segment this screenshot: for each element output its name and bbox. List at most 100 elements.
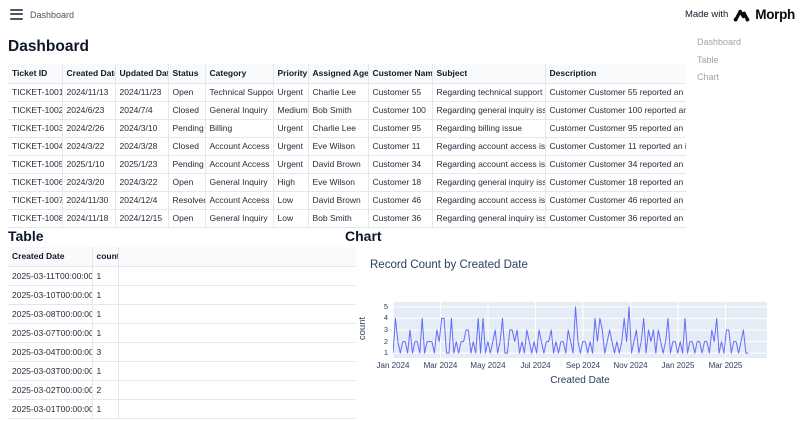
morph-logo-icon	[733, 7, 750, 22]
table-cell: 2025-03-07T00:00:00	[8, 323, 93, 343]
column-header: Customer Name	[368, 64, 433, 84]
column-header: Priority	[273, 64, 309, 84]
table-cell: Customer 18	[368, 173, 433, 192]
column-header: Created Date	[62, 64, 116, 84]
table-cell: Customer Customer 36 reported an issue	[545, 209, 686, 228]
y-tick-label: 2	[383, 336, 388, 346]
x-tick-label: Sep 2024	[565, 361, 601, 370]
table-cell: 2024/7/4	[115, 101, 169, 120]
plot-area[interactable]	[393, 302, 767, 358]
table-cell: 2025-03-03T00:00:00	[8, 361, 93, 381]
y-tick-label: 3	[383, 325, 388, 334]
table-cell: 2024/6/23	[62, 101, 116, 120]
table-cell: Eve Wilson	[308, 173, 369, 192]
table-cell: Customer Customer 95 reported an issue	[545, 119, 686, 138]
table-cell: 1	[92, 266, 119, 286]
table-cell: Customer 55	[368, 83, 433, 102]
x-axis-ticks: Jan 2024 Mar 2024 May 2024 Jul 2024 Sep 2024…	[377, 361, 767, 371]
table-cell: Urgent	[273, 155, 309, 174]
table-row: 2025-03-04T00:00:00 3	[8, 342, 356, 362]
table-cell: Account Access	[205, 137, 274, 156]
breadcrumb[interactable]: Dashboard	[30, 10, 75, 20]
counts-table: Created Date count 2025-03-11T00:00:00 1 20…	[8, 247, 356, 419]
x-tick-label: Mar 2025	[708, 361, 743, 370]
table-row: 2025-03-01T00:00:00 1	[8, 399, 356, 419]
made-with-label: Made with	[684, 9, 729, 20]
table-cell: 1	[92, 399, 119, 419]
column-header: Ticket ID	[8, 64, 63, 84]
table-cell: Regarding general inquiry issue	[432, 173, 546, 192]
table-cell: Urgent	[273, 83, 309, 102]
table-cell: Closed	[168, 137, 206, 156]
x-tick-label: Jul 2024	[520, 361, 551, 370]
sidenav-item-chart[interactable]: Chart	[697, 72, 720, 82]
table-row: TICKET-1005 2025/1/10 2025/1/23 Pending Acco…	[8, 155, 686, 174]
table-row: TICKET-1002 2024/6/23 2024/7/4 Closed Genera…	[8, 101, 686, 120]
column-header: Category	[205, 64, 274, 84]
table-cell: Open	[168, 83, 206, 102]
table-cell: Customer 11	[368, 137, 433, 156]
y-axis-title: count	[357, 316, 369, 341]
table-cell: TICKET-1002	[8, 101, 63, 120]
table-row: TICKET-1008 2024/11/18 2024/12/15 Open Gener…	[8, 209, 686, 228]
table-cell: TICKET-1003	[8, 119, 63, 138]
table-row: TICKET-1006 2024/3/20 2024/3/22 Open General…	[8, 173, 686, 192]
table-cell: Pending	[168, 155, 206, 174]
chart-section-heading: Chart	[345, 228, 382, 244]
table-cell: TICKET-1007	[8, 191, 63, 210]
table-cell: 1	[92, 304, 119, 324]
table-cell: Eve Wilson	[308, 137, 369, 156]
table-cell: 2024/12/15	[115, 209, 169, 228]
table-cell: Charlie Lee	[308, 119, 369, 138]
table-cell: Closed	[168, 101, 206, 120]
table-cell: TICKET-1001	[8, 83, 63, 102]
table-cell: General Inquiry	[205, 101, 274, 120]
table-cell: Customer Customer 55 reported an issue	[545, 83, 686, 102]
table-cell: Customer 36	[368, 209, 433, 228]
table-cell: Regarding general inquiry issue	[432, 209, 546, 228]
table-cell: 2024/3/22	[115, 173, 169, 192]
table-cell: TICKET-1004	[8, 137, 63, 156]
table-cell: Customer 100	[368, 101, 433, 120]
table-cell: Customer Customer 34 reported an issue	[545, 155, 686, 174]
table-row: 2025-03-02T00:00:00 2	[8, 380, 356, 400]
hamburger-menu-icon[interactable]	[10, 9, 24, 21]
table-row: 2025-03-11T00:00:00 1	[8, 266, 356, 286]
chart-block: Record Count by Created Date count 1 2 3 4 5…	[357, 252, 792, 417]
table-cell: Urgent	[273, 119, 309, 138]
table-cell: TICKET-1008	[8, 209, 63, 228]
table-cell: General Inquiry	[205, 173, 274, 192]
column-header: Description	[545, 64, 686, 84]
table-cell: Billing	[205, 119, 274, 138]
table-cell: 2024/3/10	[115, 119, 169, 138]
table-cell: 2024/3/20	[62, 173, 116, 192]
column-header: Status	[168, 64, 206, 84]
table-cell: Customer 46	[368, 191, 433, 210]
page-title: Dashboard	[8, 38, 89, 55]
table-cell: TICKET-1005	[8, 155, 63, 174]
line-chart-svg	[393, 302, 767, 358]
table-row: TICKET-1001 2024/11/13 2024/11/23 Open Techn…	[8, 83, 686, 102]
sidenav-item-dashboard[interactable]: Dashboard	[697, 37, 742, 47]
table-cell: 1	[92, 323, 119, 343]
table-cell: Regarding account access issue	[432, 191, 546, 210]
y-axis-ticks: 1 2 3 4 5	[373, 302, 390, 358]
x-tick-label: May 2024	[470, 361, 506, 370]
table-cell: 2025/1/23	[115, 155, 169, 174]
table-cell: General Inquiry	[205, 209, 274, 228]
table-cell: David Brown	[308, 191, 369, 210]
table-cell-filler	[118, 285, 356, 305]
table-cell: Regarding account access issue	[432, 155, 546, 174]
table-cell: Account Access	[205, 191, 274, 210]
table-cell: TICKET-1006	[8, 173, 63, 192]
y-tick-label: 1	[383, 348, 388, 358]
table-cell: High	[273, 173, 309, 192]
table-row: 2025-03-07T00:00:00 1	[8, 323, 356, 343]
table-cell: Medium	[273, 101, 309, 120]
table-cell: 2025-03-01T00:00:00	[8, 399, 93, 419]
made-with-morph-link[interactable]: Made with Morph	[685, 7, 795, 22]
table-cell-filler	[118, 361, 356, 381]
table-cell-filler	[118, 399, 356, 419]
table-row: TICKET-1004 2024/3/22 2024/3/28 Closed Accou…	[8, 137, 686, 156]
sidenav-item-table[interactable]: Table	[697, 54, 719, 65]
